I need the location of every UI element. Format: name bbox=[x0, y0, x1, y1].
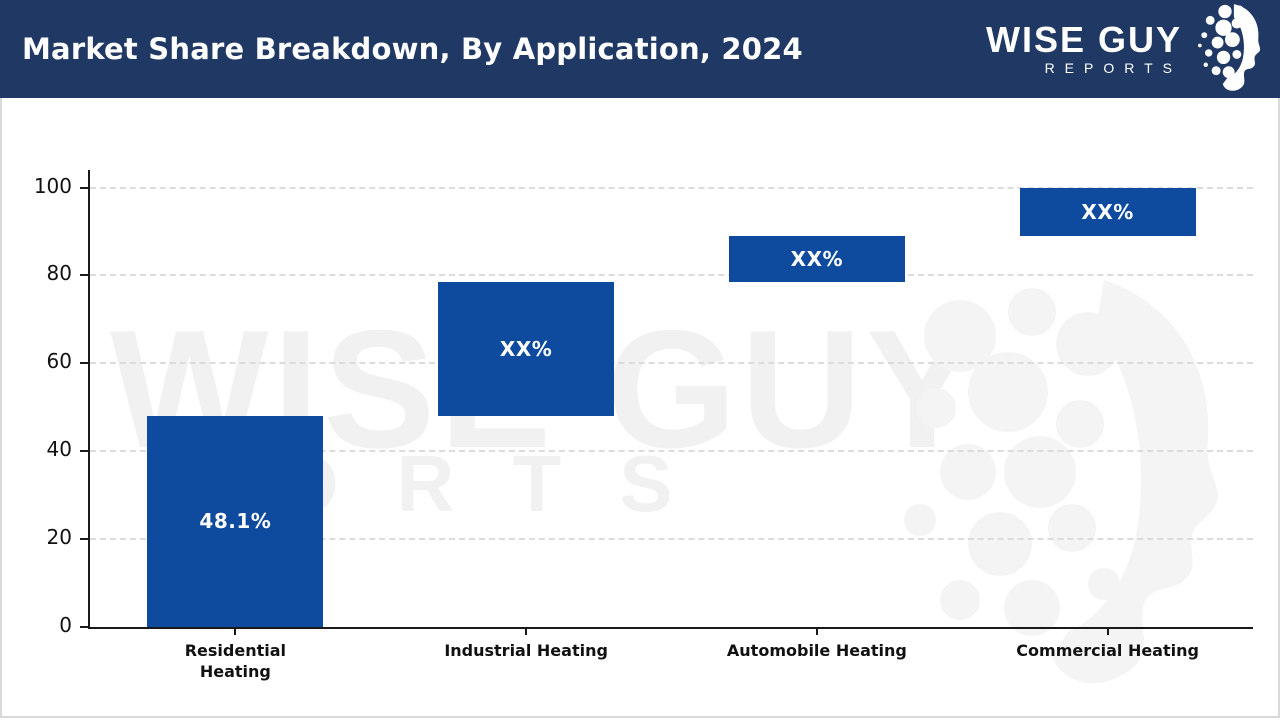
gridline-100 bbox=[90, 186, 1253, 189]
brand-logo-text: WISE GUY REPORTS bbox=[985, 19, 1182, 77]
gridline-20 bbox=[90, 538, 1253, 541]
x-axis-spine bbox=[88, 627, 1253, 629]
x-category-label-1: Residential Heating bbox=[184, 641, 287, 681]
y-tick-mark-40 bbox=[80, 450, 90, 453]
y-tick-mark-0 bbox=[80, 626, 90, 628]
bar-automobile-heating: XX% bbox=[728, 236, 905, 282]
y-tick-label-60: 60 bbox=[46, 349, 72, 374]
gridline-80 bbox=[90, 274, 1253, 277]
y-tick-label-40: 40 bbox=[46, 437, 72, 462]
y-tick-mark-80 bbox=[80, 274, 90, 277]
gridline-60 bbox=[90, 362, 1253, 365]
frame-left bbox=[0, 98, 2, 718]
x-category-label-3: Automobile Heating bbox=[726, 641, 907, 660]
x-tick-mark-1 bbox=[234, 627, 237, 635]
y-tick-label-20: 20 bbox=[46, 525, 72, 550]
frame-bottom bbox=[0, 716, 1280, 718]
x-tick-mark-2 bbox=[525, 627, 528, 635]
bar-industrial-heating: XX% bbox=[438, 281, 615, 416]
frame-right bbox=[1278, 98, 1280, 718]
y-tick-label-80: 80 bbox=[46, 261, 72, 286]
bar-residential-heating: 48.1% bbox=[147, 415, 324, 627]
brand-logo: WISE GUY REPORTS bbox=[986, 0, 1262, 98]
header: Market Share Breakdown, By Application, … bbox=[0, 0, 1280, 98]
gridline-40 bbox=[90, 450, 1253, 453]
bar-value-label: XX% bbox=[1081, 199, 1134, 224]
brand-head-icon bbox=[1188, 1, 1262, 97]
bar-commercial-heating: XX% bbox=[1019, 187, 1196, 237]
y-axis-spine bbox=[88, 170, 90, 629]
y-tick-label-0: 0 bbox=[59, 613, 72, 637]
bar-value-label: XX% bbox=[499, 336, 553, 361]
x-tick-mark-3 bbox=[815, 627, 818, 635]
brand-subtitle: REPORTS bbox=[1044, 60, 1182, 76]
y-tick-mark-100 bbox=[80, 186, 90, 189]
x-category-label-2: Industrial Heating bbox=[444, 641, 608, 660]
x-category-label-4: Commercial Heating bbox=[1016, 641, 1199, 660]
page-title: Market Share Breakdown, By Application, … bbox=[22, 32, 803, 66]
y-tick-label-100: 100 bbox=[33, 173, 72, 198]
bar-value-label: 48.1% bbox=[199, 509, 272, 534]
brand-name: WISE GUY bbox=[985, 19, 1182, 60]
bar-value-label: XX% bbox=[790, 246, 844, 271]
y-tick-mark-60 bbox=[80, 362, 90, 365]
y-tick-mark-20 bbox=[80, 538, 90, 541]
